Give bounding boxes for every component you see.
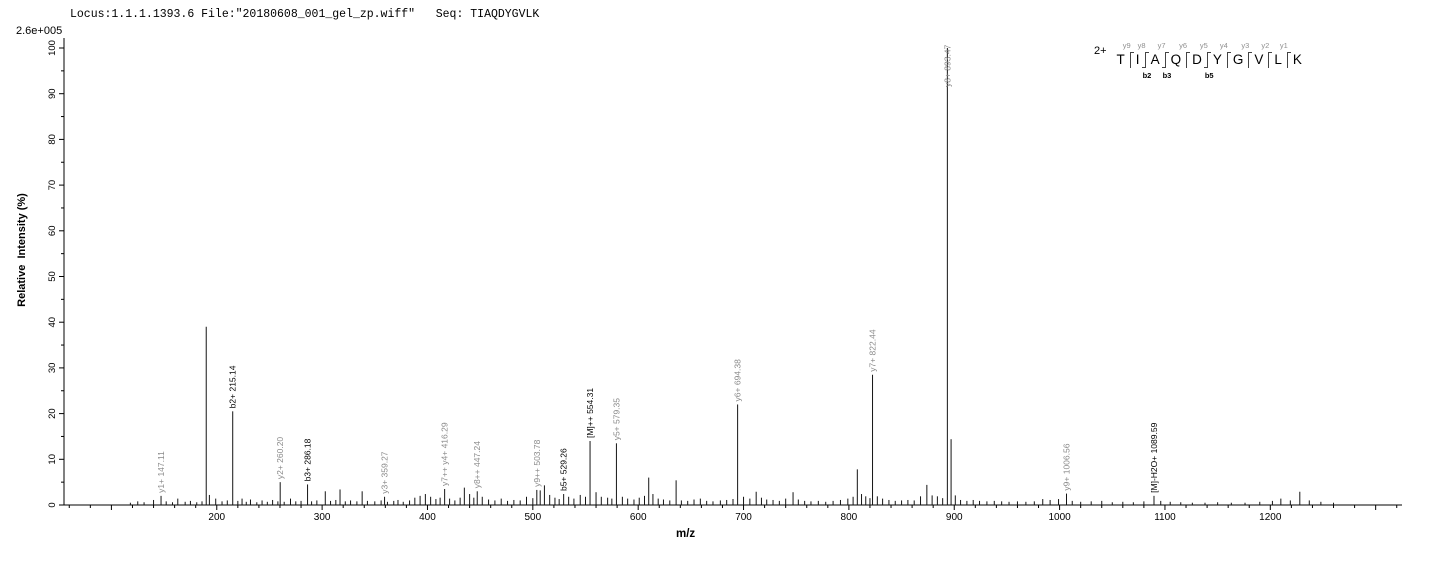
sequence-residue: K [1292, 52, 1302, 67]
b-ion-label: b2 [1142, 71, 1152, 80]
svg-text:30: 30 [47, 363, 58, 374]
y-ion-label: y9 [1122, 41, 1131, 50]
sequence-residue: D [1192, 52, 1202, 67]
x-axis-title: m/z [676, 528, 696, 540]
spectrum-header: Locus:1.1.1.1393.6 File:"20180608_001_ge… [70, 8, 540, 21]
sequence-residue: I [1135, 52, 1140, 67]
fragment-marker: y8 b2 [1138, 41, 1152, 80]
fragment-marker: y3 [1241, 41, 1253, 68]
fragment-marker: y1 [1280, 41, 1291, 68]
svg-text:b2+ 215.14: b2+ 215.14 [228, 365, 238, 408]
svg-text:1000: 1000 [1048, 512, 1071, 523]
y-ion-label: y6 [1179, 41, 1188, 50]
svg-text:[M]++ 554.31: [M]++ 554.31 [585, 388, 595, 438]
fragment-marker: y4 [1220, 41, 1231, 68]
svg-text:1200: 1200 [1259, 512, 1282, 523]
svg-text:y8++ 447.24: y8++ 447.24 [472, 441, 482, 489]
svg-text:60: 60 [47, 226, 58, 237]
svg-text:y3+ 359.27: y3+ 359.27 [380, 451, 390, 494]
svg-text:900: 900 [946, 512, 963, 523]
y-axis-title: Relative Intensity (%) [16, 193, 28, 307]
svg-text:500: 500 [524, 512, 541, 523]
svg-text:b5+ 529.26: b5+ 529.26 [559, 448, 569, 491]
svg-text:y7++ y4+ 416.29: y7++ y4+ 416.29 [440, 422, 450, 486]
y-ion-label: y2 [1261, 41, 1270, 50]
svg-text:b3+ 286.18: b3+ 286.18 [303, 438, 313, 481]
y-ion-label: y4 [1219, 41, 1228, 50]
svg-text:40: 40 [47, 317, 58, 328]
svg-text:y7+ 822.44: y7+ 822.44 [868, 329, 878, 372]
precursor-charge-label: 2+ [1094, 45, 1107, 57]
svg-text:y5+ 579.35: y5+ 579.35 [611, 398, 621, 441]
svg-text:600: 600 [630, 512, 647, 523]
svg-text:800: 800 [841, 512, 858, 523]
intensity-scale-label: 2.6e+005 [16, 25, 63, 37]
svg-text:200: 200 [208, 512, 225, 523]
svg-text:[M]-H2O+ 1089.59: [M]-H2O+ 1089.59 [1149, 422, 1159, 492]
fragment-marker: y6 [1179, 41, 1191, 68]
y-ion-label: y8 [1137, 41, 1146, 50]
svg-text:50: 50 [47, 271, 58, 282]
svg-text:1100: 1100 [1154, 512, 1176, 523]
svg-text:y9++ 503.78: y9++ 503.78 [532, 439, 542, 487]
svg-text:400: 400 [419, 512, 436, 523]
y-ion-label: y7 [1157, 41, 1166, 50]
svg-text:y1+ 147.11: y1+ 147.11 [156, 451, 166, 493]
svg-text:y6+ 694.38: y6+ 694.38 [733, 359, 743, 402]
b-ion-label: b5 [1204, 71, 1214, 80]
svg-text:700: 700 [735, 512, 752, 523]
svg-text:10: 10 [47, 454, 58, 465]
b-ion-label: b3 [1162, 71, 1172, 80]
fragment-marker: y7 b3 [1158, 41, 1172, 80]
svg-text:80: 80 [47, 134, 58, 145]
fragment-marker: y2 [1261, 41, 1273, 68]
fragment-marker: y5 b5 [1200, 41, 1214, 80]
svg-text:y9+ 1006.56: y9+ 1006.56 [1062, 443, 1072, 490]
sequence-residue: G [1232, 52, 1244, 67]
svg-text:90: 90 [47, 88, 58, 99]
svg-text:300: 300 [314, 512, 331, 523]
y-ion-label: y1 [1279, 41, 1288, 50]
svg-text:y8+ 893.47: y8+ 893.47 [942, 44, 952, 87]
fragment-marker: y9 [1123, 41, 1134, 68]
sequence-residue: A [1150, 52, 1160, 67]
y-ion-label: y5 [1199, 41, 1208, 50]
sequence-residue: Q [1170, 52, 1182, 67]
svg-text:y2+ 260.20: y2+ 260.20 [275, 437, 285, 480]
svg-text:100: 100 [47, 40, 58, 56]
sequence-residue: T [1116, 52, 1125, 67]
sequence-residue: Y [1212, 52, 1222, 67]
svg-text:20: 20 [47, 408, 58, 419]
svg-text:0: 0 [47, 502, 58, 507]
sequence-residue: L [1274, 52, 1282, 67]
svg-text:70: 70 [47, 180, 58, 191]
y-ion-label: y3 [1241, 41, 1250, 50]
sequence-residue: V [1254, 52, 1264, 67]
